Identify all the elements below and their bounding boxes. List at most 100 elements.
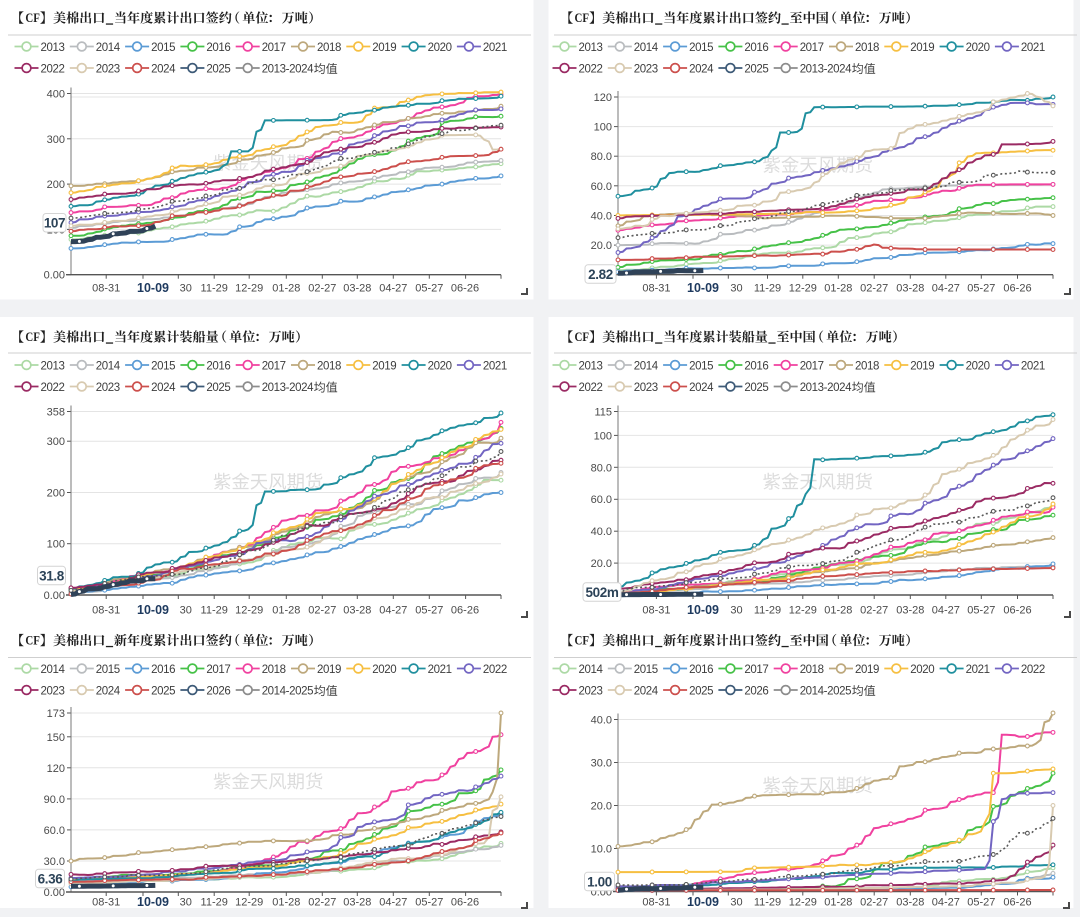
svg-text:10-09: 10-09 [137, 895, 169, 909]
svg-text:2025: 2025 [151, 686, 175, 698]
svg-text:100: 100 [47, 539, 65, 551]
svg-text:2013-2024: 2013-2024 [800, 64, 852, 76]
svg-text:502m: 502m [586, 585, 619, 600]
svg-text:2018: 2018 [262, 664, 286, 676]
svg-text:2013-2024: 2013-2024 [800, 382, 852, 394]
svg-text:2024: 2024 [634, 686, 659, 698]
svg-text:03-28: 03-28 [896, 283, 924, 295]
svg-text:05-27: 05-27 [415, 605, 443, 617]
svg-text:2015: 2015 [689, 42, 713, 54]
svg-text:2017: 2017 [800, 42, 824, 54]
svg-text:04-27: 04-27 [932, 897, 960, 909]
svg-text:2024: 2024 [689, 382, 714, 394]
svg-text:2020: 2020 [966, 42, 990, 54]
svg-text:02-27: 02-27 [860, 605, 888, 617]
svg-text:08-31: 08-31 [642, 897, 670, 909]
svg-text:2025: 2025 [206, 64, 230, 76]
svg-text:100: 100 [594, 122, 612, 134]
svg-text:2018: 2018 [317, 361, 341, 373]
svg-text:05-27: 05-27 [967, 897, 995, 909]
svg-text:04-27: 04-27 [932, 283, 960, 295]
svg-text:11-29: 11-29 [754, 897, 781, 909]
svg-text:06-26: 06-26 [1003, 605, 1031, 617]
svg-text:2023: 2023 [96, 64, 120, 76]
svg-text:0.00: 0.00 [44, 270, 65, 282]
svg-text:CF: CF [575, 10, 590, 25]
svg-text:08-31: 08-31 [92, 605, 120, 617]
svg-text:2013: 2013 [41, 361, 65, 373]
svg-text:08-31: 08-31 [92, 283, 120, 295]
svg-text:2015: 2015 [96, 664, 120, 676]
svg-text:02-27: 02-27 [860, 283, 888, 295]
svg-text:2017: 2017 [800, 361, 824, 373]
svg-text:11-29: 11-29 [754, 283, 781, 295]
svg-text:2018: 2018 [855, 42, 879, 54]
svg-text:CF: CF [575, 329, 590, 344]
svg-text:60.0: 60.0 [44, 825, 65, 837]
svg-text:03-28: 03-28 [343, 605, 371, 617]
svg-text:08-31: 08-31 [642, 283, 670, 295]
svg-text:40.0: 40.0 [591, 526, 612, 538]
svg-text:40.0: 40.0 [591, 715, 612, 727]
svg-text:20.0: 20.0 [591, 240, 612, 252]
svg-text:2014: 2014 [634, 42, 659, 54]
svg-text:90.0: 90.0 [44, 794, 65, 806]
svg-text:02-27: 02-27 [308, 897, 336, 909]
svg-text:400: 400 [47, 89, 65, 101]
svg-text:30.0: 30.0 [591, 758, 612, 770]
svg-text:2019: 2019 [855, 664, 879, 676]
svg-text:40.0: 40.0 [591, 210, 612, 222]
svg-text:2021: 2021 [483, 42, 507, 54]
svg-text:02-27: 02-27 [860, 897, 888, 909]
svg-text:2025: 2025 [206, 382, 230, 394]
svg-text:2022: 2022 [41, 382, 65, 394]
svg-text:2021: 2021 [483, 361, 507, 373]
svg-text:2016: 2016 [744, 42, 768, 54]
svg-text:173: 173 [47, 708, 65, 720]
svg-text:80.0: 80.0 [591, 151, 612, 163]
svg-text:2014: 2014 [96, 361, 121, 373]
svg-text:20.0: 20.0 [591, 801, 612, 813]
svg-text:2019: 2019 [372, 42, 396, 54]
svg-text:01-28: 01-28 [272, 897, 300, 909]
svg-text:2017: 2017 [744, 664, 768, 676]
svg-text:200: 200 [47, 487, 65, 499]
svg-text:30: 30 [730, 283, 742, 295]
svg-text:12-29: 12-29 [789, 605, 817, 617]
svg-text:120: 120 [47, 763, 65, 775]
svg-text:2016: 2016 [744, 361, 768, 373]
svg-text:2024: 2024 [151, 382, 176, 394]
svg-text:2013: 2013 [579, 42, 603, 54]
svg-text:2021: 2021 [966, 664, 990, 676]
svg-text:10.0: 10.0 [591, 844, 612, 856]
svg-text:04-27: 04-27 [379, 283, 407, 295]
svg-text:2015: 2015 [151, 42, 175, 54]
svg-text:2023: 2023 [41, 686, 65, 698]
svg-text:2023: 2023 [634, 382, 658, 394]
svg-text:2016: 2016 [206, 361, 230, 373]
svg-text:06-26: 06-26 [1003, 283, 1031, 295]
svg-text:2018: 2018 [317, 42, 341, 54]
svg-text:2020: 2020 [372, 664, 396, 676]
svg-text:2015: 2015 [634, 664, 658, 676]
svg-text:CF: CF [25, 633, 40, 648]
svg-text:03-28: 03-28 [343, 283, 371, 295]
svg-text:1.00: 1.00 [587, 874, 612, 889]
svg-text:10-09: 10-09 [687, 281, 719, 295]
svg-text:2024: 2024 [96, 686, 121, 698]
svg-text:6.36: 6.36 [38, 871, 64, 886]
svg-text:2013-2024: 2013-2024 [262, 382, 314, 394]
svg-text:2016: 2016 [206, 42, 230, 54]
svg-text:2017: 2017 [206, 664, 230, 676]
svg-text:120: 120 [594, 92, 612, 104]
svg-text:2025: 2025 [744, 382, 768, 394]
svg-text:30.0: 30.0 [44, 856, 65, 868]
svg-text:11-29: 11-29 [201, 605, 228, 617]
svg-text:2015: 2015 [689, 361, 713, 373]
svg-text:2022: 2022 [1021, 664, 1045, 676]
svg-text:05-27: 05-27 [415, 283, 443, 295]
svg-text:11-29: 11-29 [201, 897, 228, 909]
svg-text:12-29: 12-29 [235, 283, 263, 295]
svg-text:10-09: 10-09 [137, 603, 169, 617]
svg-text:03-28: 03-28 [343, 897, 371, 909]
